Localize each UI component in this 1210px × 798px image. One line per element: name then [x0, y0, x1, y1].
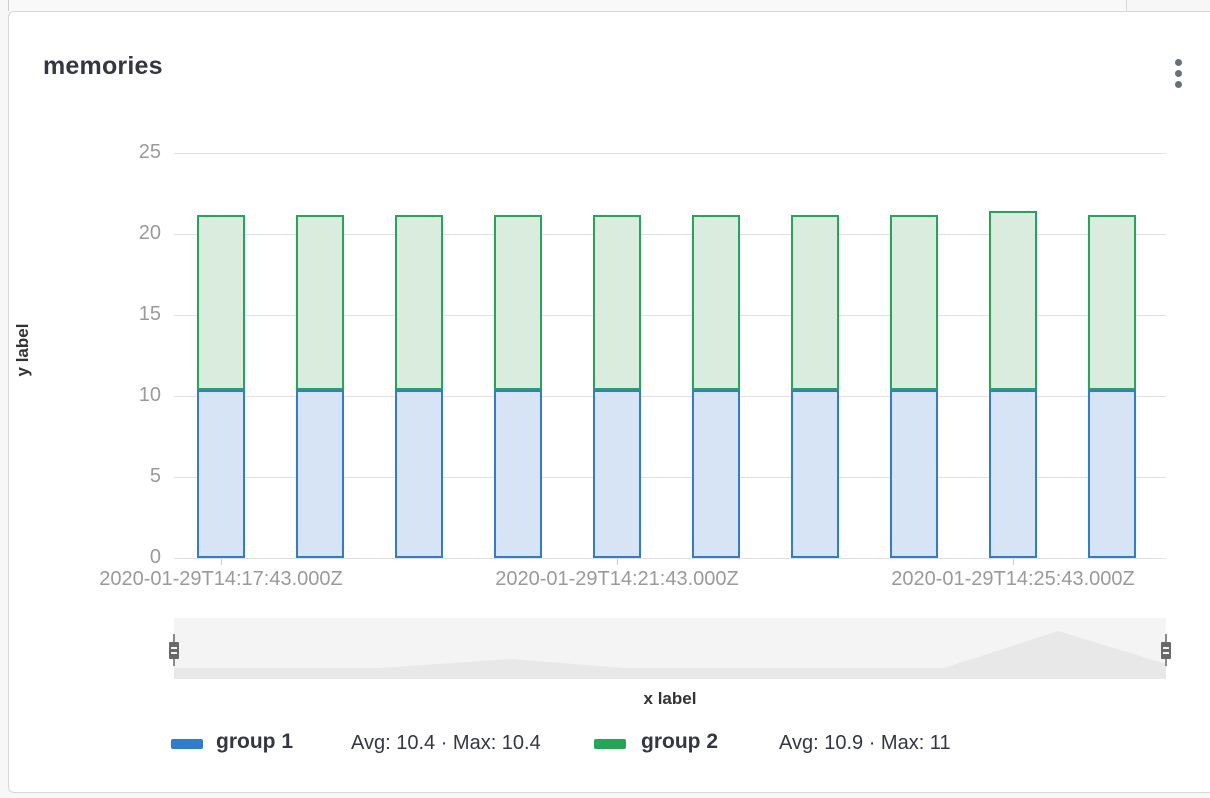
bar-segment-group2[interactable]: [1088, 214, 1136, 390]
bar-segment-group1[interactable]: [197, 389, 245, 558]
bar-segment-group1[interactable]: [692, 389, 740, 558]
bar-segment-group2[interactable]: [791, 214, 839, 390]
legend-swatch-group1[interactable]: [171, 739, 203, 749]
brush-handle-grip: [1161, 642, 1171, 659]
gridline: [174, 558, 1166, 559]
bar-segment-group1[interactable]: [791, 389, 839, 558]
gridline: [174, 396, 1166, 397]
x-tick-mark: [221, 559, 222, 565]
x-axis-label: x label: [643, 689, 697, 708]
legend-stats-group1: Avg: 10.4 · Max: 10.4: [351, 732, 541, 754]
legend-label-group2[interactable]: group 2: [641, 730, 718, 753]
brush-handle-grip: [169, 642, 179, 659]
kebab-menu-icon: [1174, 58, 1182, 66]
gridline: [174, 153, 1166, 154]
x-tick-label: 2020-01-29T14:21:43.000Z: [495, 568, 739, 590]
legend-label-group1[interactable]: group 1: [216, 730, 293, 753]
brush-handle-right[interactable]: [1156, 632, 1176, 678]
gridline: [174, 477, 1166, 478]
bar-segment-group2[interactable]: [494, 214, 542, 390]
bar-segment-group2[interactable]: [692, 214, 740, 390]
brush-handle-left[interactable]: [164, 632, 184, 678]
y-tick-label: 15: [138, 303, 161, 325]
bar-segment-group1[interactable]: [890, 389, 938, 558]
bar-segment-group1[interactable]: [593, 389, 641, 558]
bar-segment-group1[interactable]: [296, 389, 344, 558]
kebab-menu-icon: [1174, 80, 1182, 88]
y-tick-label: 0: [149, 546, 161, 568]
gridline: [174, 315, 1166, 316]
x-tick-label: 2020-01-29T14:25:43.000Z: [891, 568, 1135, 590]
y-tick-label: 20: [138, 222, 161, 244]
x-tick-label: 2020-01-29T14:17:43.000Z: [99, 568, 343, 590]
bar-segment-group2[interactable]: [989, 211, 1037, 390]
bar-segment-group1[interactable]: [1088, 389, 1136, 558]
y-axis-label: y label: [13, 323, 32, 377]
adjacent-panel-edge: [8, 0, 1127, 11]
gridline: [174, 234, 1166, 235]
panel-title: memories: [43, 52, 163, 80]
x-tick-mark: [617, 559, 618, 565]
bar-segment-group1[interactable]: [494, 389, 542, 558]
bar-segment-group2[interactable]: [197, 214, 245, 390]
y-tick-label: 10: [138, 384, 161, 406]
y-tick-label: 25: [138, 141, 161, 163]
brush-track[interactable]: [174, 618, 1166, 679]
bar-segment-group1[interactable]: [395, 389, 443, 558]
bar-segment-group2[interactable]: [593, 214, 641, 390]
x-tick-mark: [1013, 559, 1014, 565]
legend-swatch-group2[interactable]: [594, 739, 626, 749]
kebab-menu-icon: [1174, 69, 1182, 77]
bar-segment-group2[interactable]: [890, 214, 938, 390]
y-tick-label: 5: [149, 465, 161, 487]
bar-segment-group2[interactable]: [395, 214, 443, 390]
bar-segment-group2[interactable]: [296, 214, 344, 390]
chart-panel: memories y label x label 0 5 10 15 20 25 2020-…: [8, 11, 1210, 793]
bar-segment-group1[interactable]: [989, 389, 1037, 558]
legend-stats-group2: Avg: 10.9 · Max: 11: [779, 732, 951, 754]
panel-options-button[interactable]: [1163, 50, 1193, 96]
brush-area-silhouette: [174, 631, 1166, 679]
